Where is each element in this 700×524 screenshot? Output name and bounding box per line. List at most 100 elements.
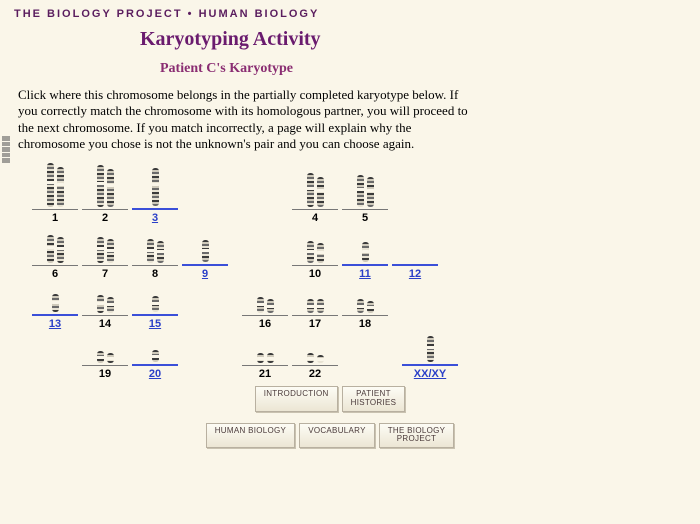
chromosome-slot-3[interactable]: 3: [130, 158, 180, 224]
nav-patient-histories[interactable]: PATIENTHISTORIES: [342, 386, 406, 412]
chromatid-icon: [107, 169, 114, 207]
chromosome-slot-18: 18: [340, 285, 390, 330]
chromosome-label-5: 5: [340, 210, 390, 224]
chromosome-label-3[interactable]: 3: [130, 210, 180, 224]
row-break: [120, 416, 540, 419]
chromatid-icon: [57, 167, 64, 207]
chromatid-icon: [362, 242, 369, 262]
chromatid-icon: [357, 175, 364, 207]
chromosome-16: [242, 285, 288, 316]
chromosome-slot-22: 22: [290, 335, 340, 380]
site-name[interactable]: THE BIOLOGY PROJECT: [14, 8, 183, 20]
chromosome-21: [242, 335, 288, 366]
chromatid-icon: [202, 240, 209, 262]
chromatid-icon: [257, 353, 264, 363]
chromosome-slot-20[interactable]: 20: [130, 334, 180, 380]
chromosome-label-XX/XY[interactable]: XX/XY: [400, 366, 460, 380]
separator: •: [188, 8, 194, 20]
chromosome-slot-19: 19: [80, 335, 130, 380]
chromatid-icon: [107, 297, 114, 313]
chromosome-label-12[interactable]: 12: [390, 266, 440, 280]
chromosome-label-15[interactable]: 15: [130, 316, 180, 330]
chromosome-label-1: 1: [30, 210, 80, 224]
chromosome-15[interactable]: [132, 284, 178, 316]
chromatid-icon: [317, 299, 324, 313]
chromosome-2: [82, 159, 128, 210]
chromatid-icon: [267, 299, 274, 313]
page-title: Karyotyping Activity: [140, 28, 700, 51]
chromatid-icon: [107, 239, 114, 263]
karyotype-row: 131415 161718: [30, 284, 590, 330]
page-subtitle: Patient C's Karyotype: [160, 61, 700, 77]
chromosome-label-17: 17: [290, 316, 340, 330]
nav-human-biology[interactable]: HUMAN BIOLOGY: [206, 423, 295, 449]
chromosome-slot-16: 16: [240, 285, 290, 330]
chromatid-icon: [257, 297, 264, 313]
chromosome-label-10: 10: [290, 266, 340, 280]
nav-buttons: INTRODUCTIONPATIENTHISTORIES HUMAN BIOLOG…: [120, 386, 540, 448]
chromosome-7: [82, 229, 128, 266]
chromatid-icon: [107, 353, 114, 363]
chromosome-label-21: 21: [240, 366, 290, 380]
chromatid-icon: [152, 350, 159, 362]
chromosome-slot-11[interactable]: 11: [340, 228, 390, 280]
chromosome-slot-9[interactable]: 9: [180, 228, 230, 280]
chromatid-icon: [97, 165, 104, 207]
chromatid-icon: [152, 168, 159, 206]
chromosome-9[interactable]: [182, 228, 228, 266]
nav-introduction[interactable]: INTRODUCTION: [255, 386, 338, 412]
chromosome-17: [292, 285, 338, 316]
chromatid-icon: [97, 295, 104, 313]
chromosome-18: [342, 285, 388, 316]
chromosome-slot-XX/XY[interactable]: XX/XY: [400, 334, 460, 380]
chromosome-slot-15[interactable]: 15: [130, 284, 180, 330]
chromatid-icon: [307, 173, 314, 207]
chromosome-XX/XY[interactable]: [402, 334, 458, 366]
chromosome-label-20[interactable]: 20: [130, 366, 180, 380]
chromatid-icon: [317, 243, 324, 263]
chromosome-slot-13[interactable]: 13: [30, 284, 80, 330]
chromosome-6: [32, 229, 78, 266]
chromosome-label-4: 4: [290, 210, 340, 224]
chromosome-slot-5: 5: [340, 159, 390, 224]
chromosome-slot-10: 10: [290, 229, 340, 280]
chromosome-slot-17: 17: [290, 285, 340, 330]
chromatid-icon: [367, 177, 374, 207]
chromosome-slot-7: 7: [80, 229, 130, 280]
chromosome-label-22: 22: [290, 366, 340, 380]
chromosome-3[interactable]: [132, 158, 178, 210]
chromosome-4: [292, 159, 338, 210]
chromosome-label-19: 19: [80, 366, 130, 380]
chromosome-slot-6: 6: [30, 229, 80, 280]
chromatid-icon: [152, 296, 159, 312]
karyotype-grid: 12345678910111213141516171819202122XX/XY: [30, 158, 590, 380]
chromosome-label-7: 7: [80, 266, 130, 280]
chromatid-icon: [157, 241, 164, 263]
chromatid-icon: [317, 177, 324, 207]
chromatid-icon: [317, 355, 324, 363]
chromosome-label-9[interactable]: 9: [180, 266, 230, 280]
section-name[interactable]: HUMAN BIOLOGY: [199, 8, 320, 20]
chromatid-icon: [147, 239, 154, 263]
chromosome-slot-1: 1: [30, 159, 80, 224]
chromosome-19: [82, 335, 128, 366]
chromosome-20[interactable]: [132, 334, 178, 366]
chromosome-1: [32, 159, 78, 210]
instructions-text: Click where this chromosome belongs in t…: [18, 87, 478, 152]
chromatid-icon: [97, 237, 104, 263]
nav-vocabulary[interactable]: VOCABULARY: [299, 423, 375, 449]
chromosome-label-11[interactable]: 11: [340, 266, 390, 280]
chromosome-slot-14: 14: [80, 285, 130, 330]
chromatid-icon: [307, 353, 314, 363]
chromatid-icon: [97, 351, 104, 363]
karyotype-row: 1920 2122 XX/XY: [30, 334, 590, 380]
chromosome-label-14: 14: [80, 316, 130, 330]
chromosome-label-16: 16: [240, 316, 290, 330]
chromosome-slot-21: 21: [240, 335, 290, 380]
chromosome-12[interactable]: [392, 228, 438, 266]
chromosome-13[interactable]: [32, 284, 78, 316]
nav-the-biology-project[interactable]: THE BIOLOGYPROJECT: [379, 423, 455, 449]
chromosome-label-13[interactable]: 13: [30, 316, 80, 330]
chromosome-slot-12[interactable]: 12: [390, 228, 440, 280]
chromosome-11[interactable]: [342, 228, 388, 266]
